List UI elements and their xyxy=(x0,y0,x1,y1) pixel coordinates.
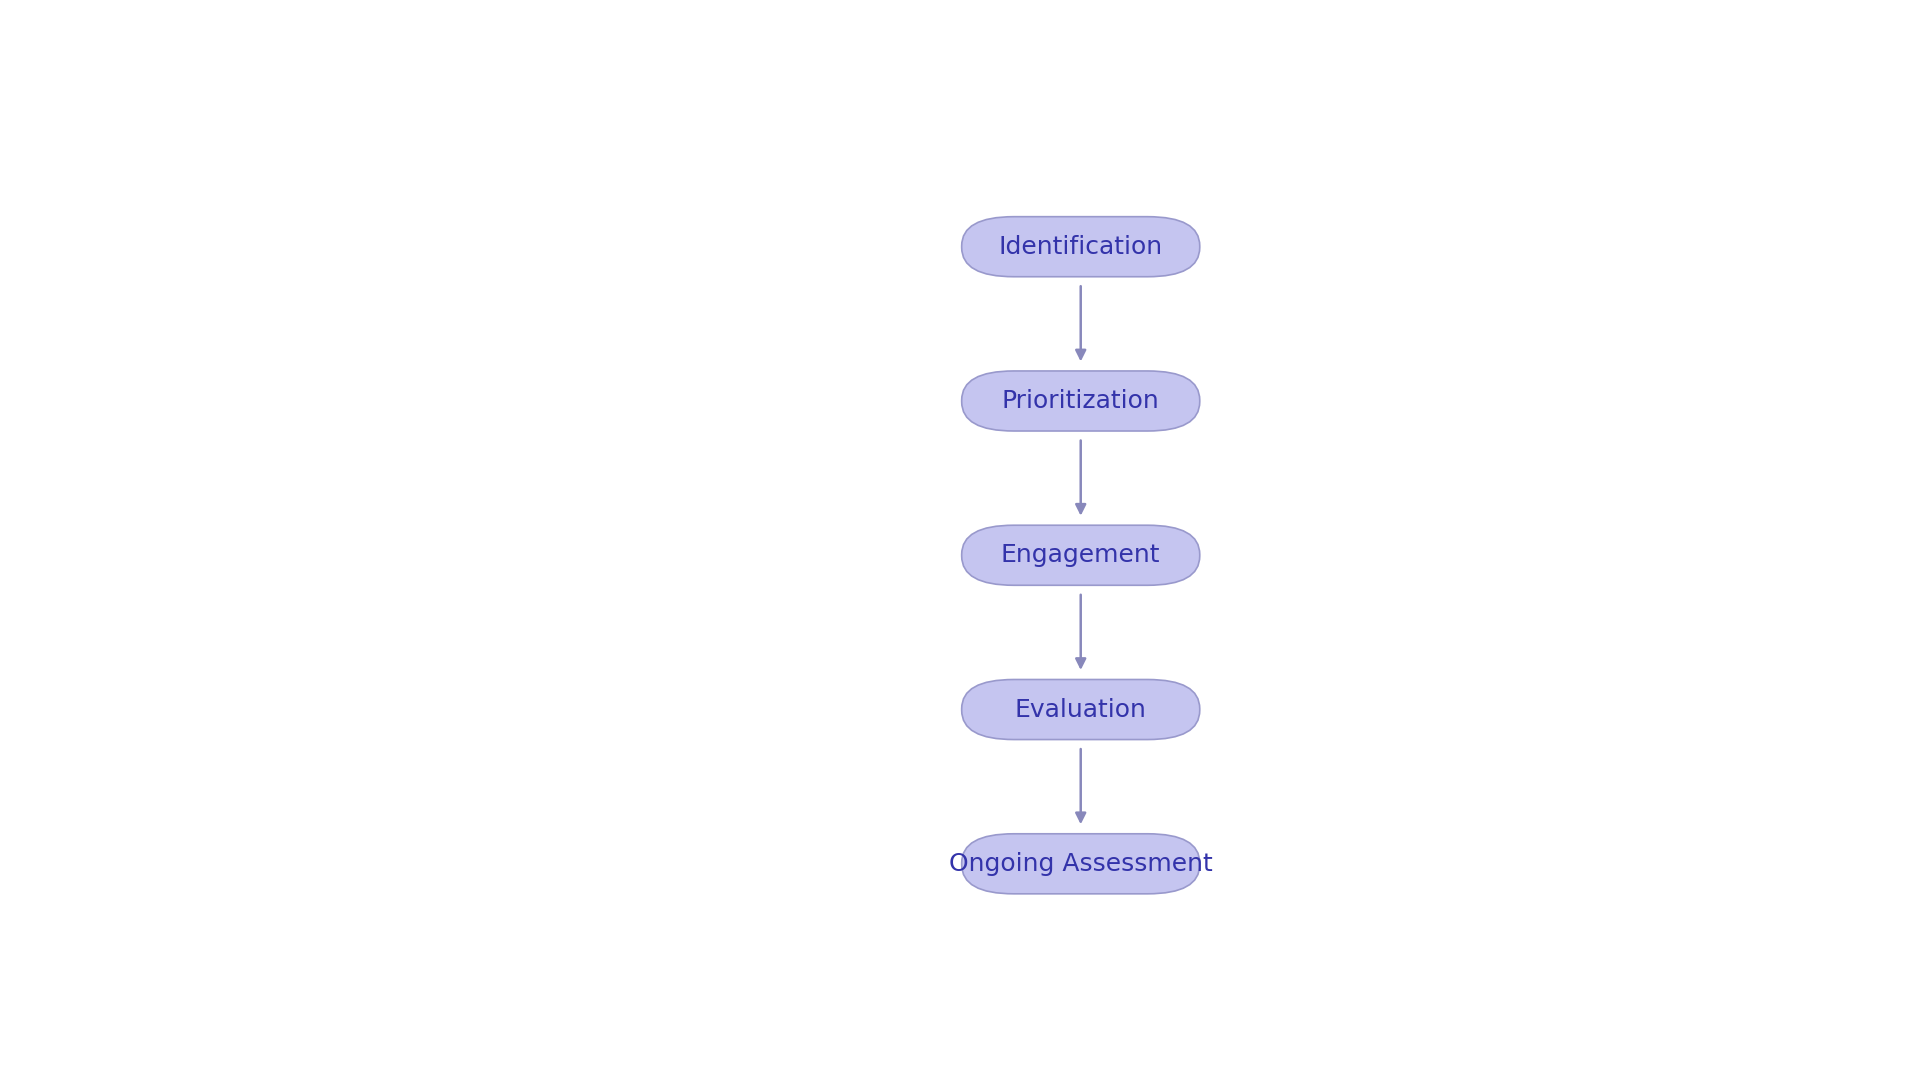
Text: Identification: Identification xyxy=(998,235,1164,259)
Text: Ongoing Assessment: Ongoing Assessment xyxy=(948,852,1213,876)
Text: Prioritization: Prioritization xyxy=(1002,389,1160,413)
FancyBboxPatch shape xyxy=(962,371,1200,431)
FancyBboxPatch shape xyxy=(962,679,1200,740)
FancyBboxPatch shape xyxy=(962,525,1200,585)
Text: Engagement: Engagement xyxy=(1000,544,1160,567)
Text: Evaluation: Evaluation xyxy=(1016,697,1146,721)
FancyBboxPatch shape xyxy=(962,217,1200,277)
FancyBboxPatch shape xyxy=(962,834,1200,893)
